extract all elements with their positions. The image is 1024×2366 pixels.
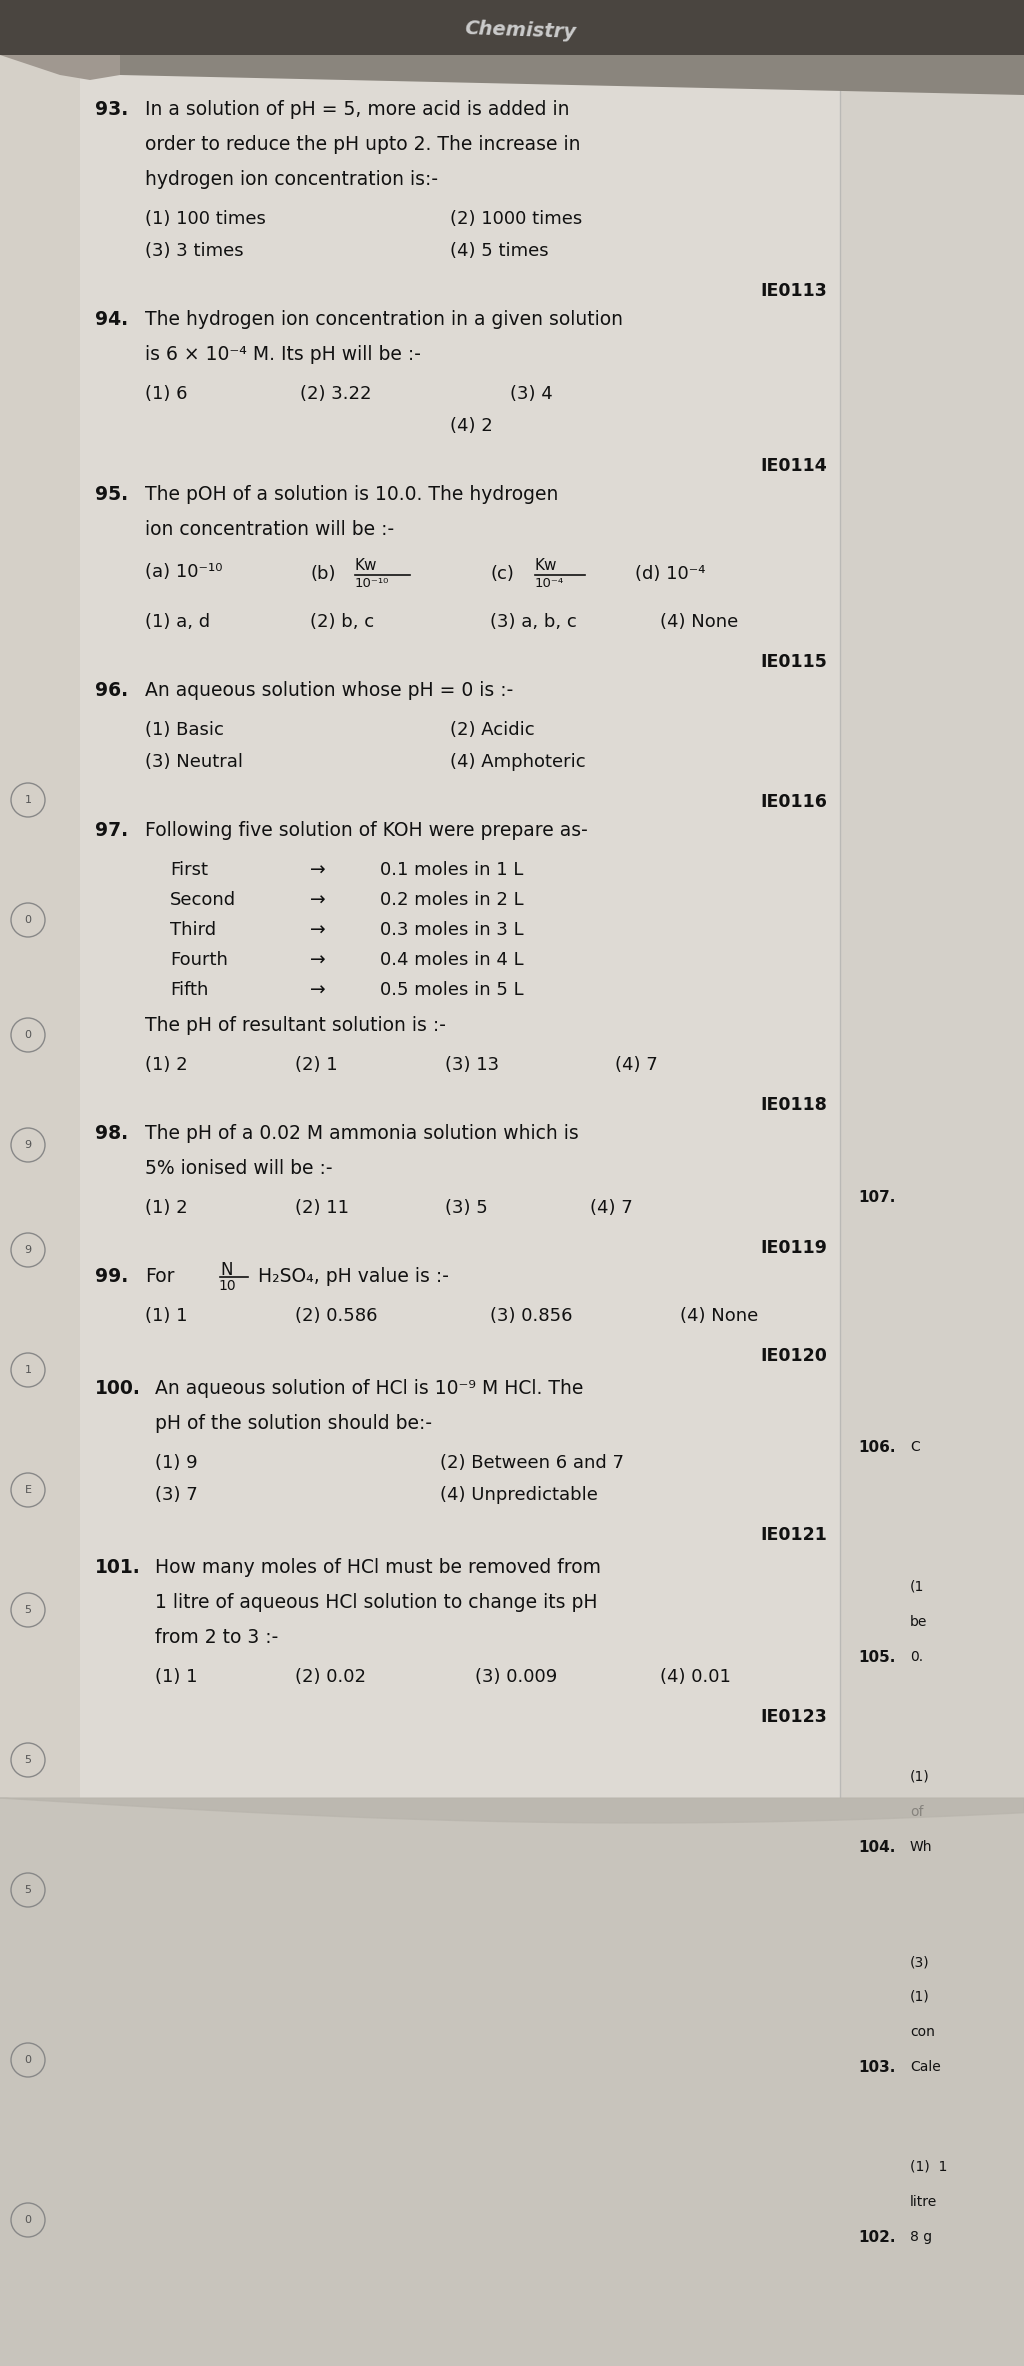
Text: The hydrogen ion concentration in a given solution: The hydrogen ion concentration in a give…	[145, 310, 623, 329]
Polygon shape	[120, 54, 1024, 95]
Text: 5: 5	[25, 1886, 32, 1895]
Text: pH of the solution should be:-: pH of the solution should be:-	[155, 1415, 432, 1434]
Text: Third: Third	[170, 920, 216, 939]
Text: 10: 10	[218, 1280, 236, 1292]
Text: 104.: 104.	[858, 1841, 895, 1855]
Text: con: con	[910, 2025, 935, 2039]
Text: H₂SO₄, pH value is :-: H₂SO₄, pH value is :-	[258, 1268, 449, 1287]
Text: is 6 × 10⁻⁴ M. Its pH will be :-: is 6 × 10⁻⁴ M. Its pH will be :-	[145, 345, 421, 364]
Text: 98.: 98.	[95, 1124, 128, 1143]
Text: ion concentration will be :-: ion concentration will be :-	[145, 521, 394, 539]
Text: 0.1 moles in 1 L: 0.1 moles in 1 L	[380, 861, 523, 880]
Text: 105.: 105.	[858, 1649, 895, 1666]
Text: →: →	[310, 920, 326, 939]
Text: 9: 9	[25, 1140, 32, 1150]
Text: (2) 1: (2) 1	[295, 1055, 338, 1074]
Text: Second: Second	[170, 892, 237, 909]
Text: (4) Amphoteric: (4) Amphoteric	[450, 752, 586, 771]
Text: 106.: 106.	[858, 1441, 896, 1455]
Text: (1)  1: (1) 1	[910, 2160, 947, 2174]
Text: N: N	[220, 1261, 232, 1280]
Text: (2) 11: (2) 11	[295, 1200, 349, 1216]
Polygon shape	[0, 0, 80, 2366]
Text: 5: 5	[25, 1604, 32, 1616]
Text: 97.: 97.	[95, 821, 128, 840]
Text: (2) Acidic: (2) Acidic	[450, 722, 535, 738]
Text: Following five solution of KOH were prepare as-: Following five solution of KOH were prep…	[145, 821, 588, 840]
Text: (3) 13: (3) 13	[445, 1055, 499, 1074]
Text: IE0113: IE0113	[760, 282, 826, 300]
Text: 102.: 102.	[858, 2231, 896, 2245]
Text: (3) 4: (3) 4	[510, 386, 553, 402]
Text: (2) 0.02: (2) 0.02	[295, 1668, 366, 1687]
Text: (2) 3.22: (2) 3.22	[300, 386, 372, 402]
Text: 95.: 95.	[95, 485, 128, 504]
Text: (4) None: (4) None	[680, 1306, 758, 1325]
Text: The pH of a 0.02 M ammonia solution which is: The pH of a 0.02 M ammonia solution whic…	[145, 1124, 579, 1143]
Text: (1) 2: (1) 2	[145, 1200, 187, 1216]
Text: Fourth: Fourth	[170, 951, 228, 970]
Text: 5% ionised will be :-: 5% ionised will be :-	[145, 1159, 333, 1178]
Text: Kw: Kw	[535, 558, 557, 573]
Text: (1): (1)	[910, 1990, 930, 2004]
Text: →: →	[310, 861, 326, 880]
Text: (3) Neutral: (3) Neutral	[145, 752, 243, 771]
Text: 1: 1	[25, 795, 32, 804]
Text: An aqueous solution whose pH = 0 is :-: An aqueous solution whose pH = 0 is :-	[145, 681, 513, 700]
Text: Chemistry: Chemistry	[464, 19, 577, 43]
Text: 0: 0	[25, 2215, 32, 2224]
Text: (4) 7: (4) 7	[615, 1055, 657, 1074]
Text: IE0120: IE0120	[760, 1346, 826, 1365]
Text: (1) 1: (1) 1	[145, 1306, 187, 1325]
Text: 0.5 moles in 5 L: 0.5 moles in 5 L	[380, 982, 523, 998]
Text: In a solution of pH = 5, more acid is added in: In a solution of pH = 5, more acid is ad…	[145, 99, 569, 118]
Text: IE0123: IE0123	[760, 1708, 826, 1727]
Text: 0.3 moles in 3 L: 0.3 moles in 3 L	[380, 920, 523, 939]
Text: 0: 0	[25, 2056, 32, 2066]
Polygon shape	[0, 0, 1024, 54]
Text: 1: 1	[25, 1365, 32, 1375]
Text: An aqueous solution of HCl is 10⁻⁹ M HCl. The: An aqueous solution of HCl is 10⁻⁹ M HCl…	[155, 1379, 584, 1398]
Text: (4) None: (4) None	[660, 613, 738, 632]
Text: (1) Basic: (1) Basic	[145, 722, 224, 738]
Text: (3): (3)	[910, 1954, 930, 1969]
Text: 0.2 moles in 2 L: 0.2 moles in 2 L	[380, 892, 523, 909]
Text: E: E	[25, 1486, 32, 1495]
Text: (1) a, d: (1) a, d	[145, 613, 210, 632]
Text: 10⁻⁴: 10⁻⁴	[535, 577, 564, 589]
Text: 99.: 99.	[95, 1268, 128, 1287]
Text: (b): (b)	[310, 565, 336, 582]
Text: 0.4 moles in 4 L: 0.4 moles in 4 L	[380, 951, 523, 970]
Text: First: First	[170, 861, 208, 880]
Text: (2) 1000 times: (2) 1000 times	[450, 211, 583, 227]
Text: (3) 7: (3) 7	[155, 1486, 198, 1505]
Text: of: of	[910, 1805, 924, 1819]
Text: from 2 to 3 :-: from 2 to 3 :-	[155, 1628, 279, 1647]
Text: order to reduce the pH upto 2. The increase in: order to reduce the pH upto 2. The incre…	[145, 135, 581, 154]
Text: How many moles of HCl must be removed from: How many moles of HCl must be removed fr…	[155, 1557, 601, 1578]
Text: (2) b, c: (2) b, c	[310, 613, 374, 632]
Text: litre: litre	[910, 2196, 937, 2210]
Text: 10⁻¹⁰: 10⁻¹⁰	[355, 577, 389, 589]
Text: 0: 0	[25, 1029, 32, 1041]
Text: (3) a, b, c: (3) a, b, c	[490, 613, 577, 632]
Text: (4) 7: (4) 7	[590, 1200, 633, 1216]
Text: (3) 5: (3) 5	[445, 1200, 487, 1216]
Text: Fifth: Fifth	[170, 982, 208, 998]
Text: 8 g: 8 g	[910, 2231, 932, 2243]
Text: (4) 0.01: (4) 0.01	[660, 1668, 731, 1687]
Text: IE0114: IE0114	[760, 457, 826, 476]
Text: (1) 2: (1) 2	[145, 1055, 187, 1074]
Text: 94.: 94.	[95, 310, 128, 329]
Text: hydrogen ion concentration is:-: hydrogen ion concentration is:-	[145, 170, 438, 189]
Text: 100.: 100.	[95, 1379, 141, 1398]
Text: (2) 0.586: (2) 0.586	[295, 1306, 378, 1325]
Text: (3) 0.009: (3) 0.009	[475, 1668, 557, 1687]
Text: 93.: 93.	[95, 99, 128, 118]
Text: (1) 6: (1) 6	[145, 386, 187, 402]
Text: 0.: 0.	[910, 1649, 923, 1663]
Text: 1 litre of aqueous HCl solution to change its pH: 1 litre of aqueous HCl solution to chang…	[155, 1592, 597, 1611]
Text: IE0121: IE0121	[760, 1526, 826, 1545]
Polygon shape	[0, 1798, 1024, 2366]
